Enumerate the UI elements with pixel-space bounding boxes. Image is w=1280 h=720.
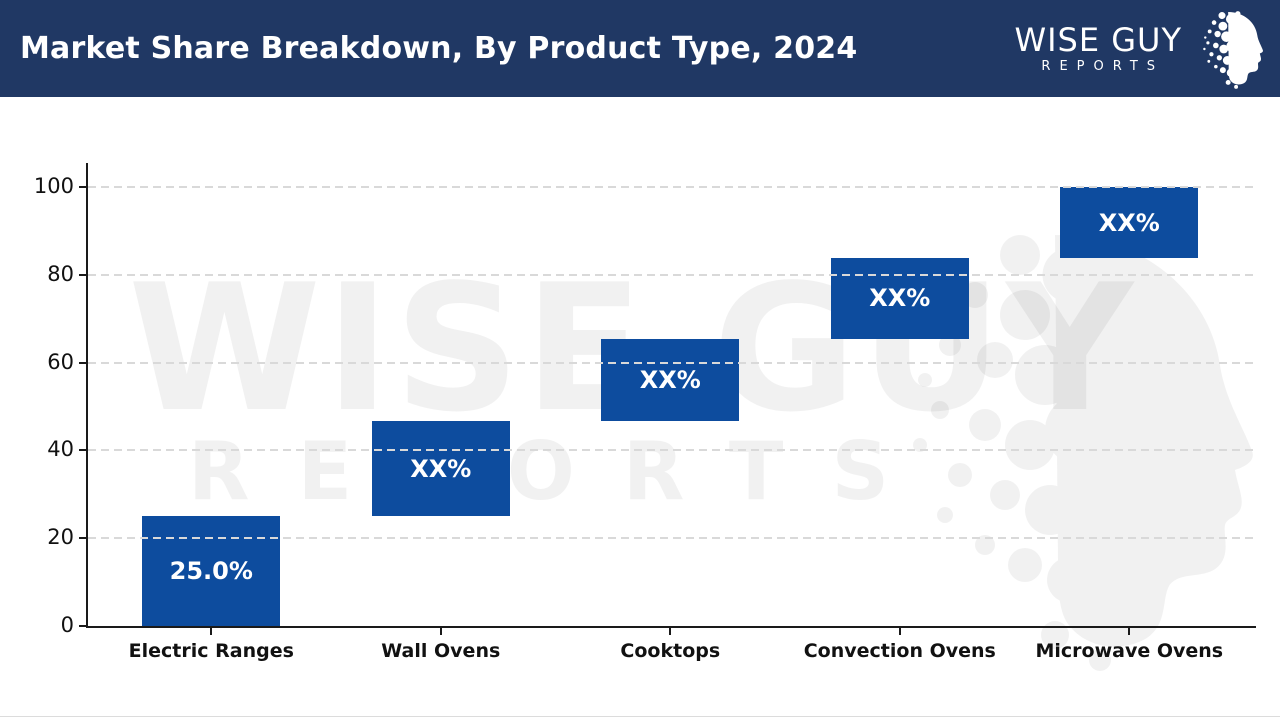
bar-value-label: XX% — [1098, 208, 1160, 237]
x-axis-category-label: Cooktops — [620, 640, 721, 662]
waterfall-bar: 25.0% — [142, 516, 281, 626]
wise-guy-logo: WISE GUY REPORTS — [1014, 5, 1266, 93]
y-axis-tick-label: 0 — [60, 613, 74, 637]
watermark-subtitle: REPORTS — [188, 425, 938, 518]
x-tick — [439, 628, 442, 635]
bar-value-label: XX% — [639, 366, 701, 395]
y-axis-tick-label: 60 — [47, 349, 74, 374]
x-tick — [669, 628, 672, 635]
x-tick — [1128, 628, 1131, 635]
gridline — [88, 273, 1256, 276]
y-axis-tick-label: 100 — [33, 174, 74, 198]
gridline — [88, 449, 1256, 452]
header-bar: Market Share Breakdown, By Product Type,… — [0, 0, 1280, 97]
waterfall-bar: XX% — [1060, 187, 1199, 259]
x-axis-category-label: Microwave Ovens — [1035, 640, 1224, 662]
x-tick — [210, 628, 213, 635]
gridline — [88, 537, 1256, 540]
y-tick — [79, 625, 86, 627]
bottom-divider — [0, 716, 1280, 717]
x-axis-category-label: Electric Ranges — [128, 640, 294, 662]
waterfall-bar: XX% — [371, 420, 510, 517]
x-tick — [898, 628, 901, 635]
waterfall-bar: XX% — [601, 339, 740, 421]
x-axis-line — [86, 626, 1256, 628]
logo-text: WISE GUY REPORTS — [1014, 24, 1182, 73]
y-axis-tick-label: 20 — [47, 525, 74, 550]
gridline — [88, 361, 1256, 364]
y-tick — [79, 361, 86, 364]
x-axis-category-label: Wall Ovens — [381, 640, 501, 662]
bar-value-label: XX% — [869, 284, 931, 313]
y-axis-tick-label: 40 — [47, 437, 74, 462]
y-axis-tick-label: 80 — [47, 261, 74, 286]
bar-value-label: XX% — [410, 454, 472, 483]
logo-subtitle: REPORTS — [1041, 59, 1165, 74]
gridline — [88, 186, 1256, 188]
bar-value-label: 25.0% — [169, 557, 253, 586]
x-axis-category-label: Convection Ovens — [803, 640, 996, 662]
y-tick — [79, 537, 86, 540]
dotted-head-logo-icon — [1203, 10, 1263, 89]
y-axis-line — [86, 163, 88, 628]
waterfall-bar: XX% — [830, 258, 969, 339]
chart-title: Market Share Breakdown, By Product Type,… — [20, 31, 858, 66]
logo-wordmark: WISE GUY — [1014, 21, 1182, 59]
y-tick — [79, 449, 86, 452]
y-tick — [79, 186, 86, 188]
y-tick — [79, 273, 86, 276]
